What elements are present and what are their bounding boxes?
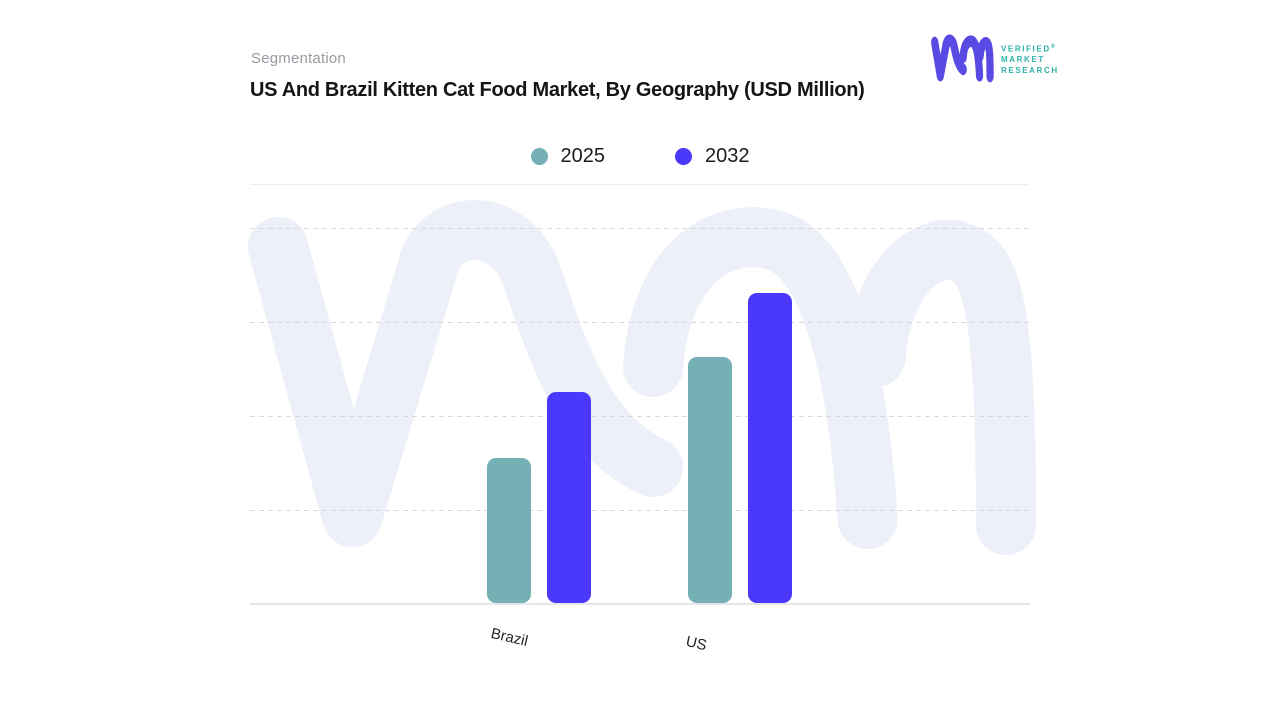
bar-brazil-2025[interactable]: [487, 457, 531, 603]
gridline: [250, 228, 1030, 229]
bar-us-2032[interactable]: [748, 293, 792, 603]
x-axis-label-brazil: Brazil: [489, 625, 530, 651]
gridline: [250, 322, 1030, 323]
registered-mark: ®: [1050, 43, 1056, 50]
header-divider: [250, 184, 1028, 185]
legend-item-2032[interactable]: 2032: [675, 145, 750, 168]
x-axis-line: [250, 603, 1030, 605]
bar-us-2025[interactable]: [688, 356, 732, 603]
plot-area: [250, 227, 1030, 605]
brand-wordmark: VERIFIED® MARKET RESEARCH: [1001, 42, 1059, 77]
gridline: [250, 416, 1030, 417]
brand-line-3: RESEARCH: [1001, 66, 1059, 76]
legend-label-2025: 2025: [560, 145, 606, 167]
legend-item-2025[interactable]: 2025: [530, 145, 606, 168]
legend-label-2032: 2032: [705, 145, 750, 167]
bar-brazil-2032[interactable]: [547, 392, 591, 603]
x-axis-label-us: US: [684, 633, 709, 655]
legend-dot-2025-icon: [530, 148, 548, 165]
gridline: [250, 510, 1030, 511]
brand-logo: VERIFIED® MARKET RESEARCH: [933, 40, 1059, 78]
page-title: US And Brazil Kitten Cat Food Market, By…: [250, 79, 865, 101]
vmr-logo-icon: [933, 40, 991, 78]
eyebrow-label: Segmentation: [251, 50, 346, 67]
brand-line-2: MARKET: [1001, 55, 1045, 65]
chart-legend: 2025 2032: [250, 145, 1030, 168]
brand-line-1: VERIFIED®: [1001, 43, 1056, 54]
vmr-watermark-icon: [256, 227, 1018, 537]
legend-dot-2032-icon: [675, 148, 692, 165]
